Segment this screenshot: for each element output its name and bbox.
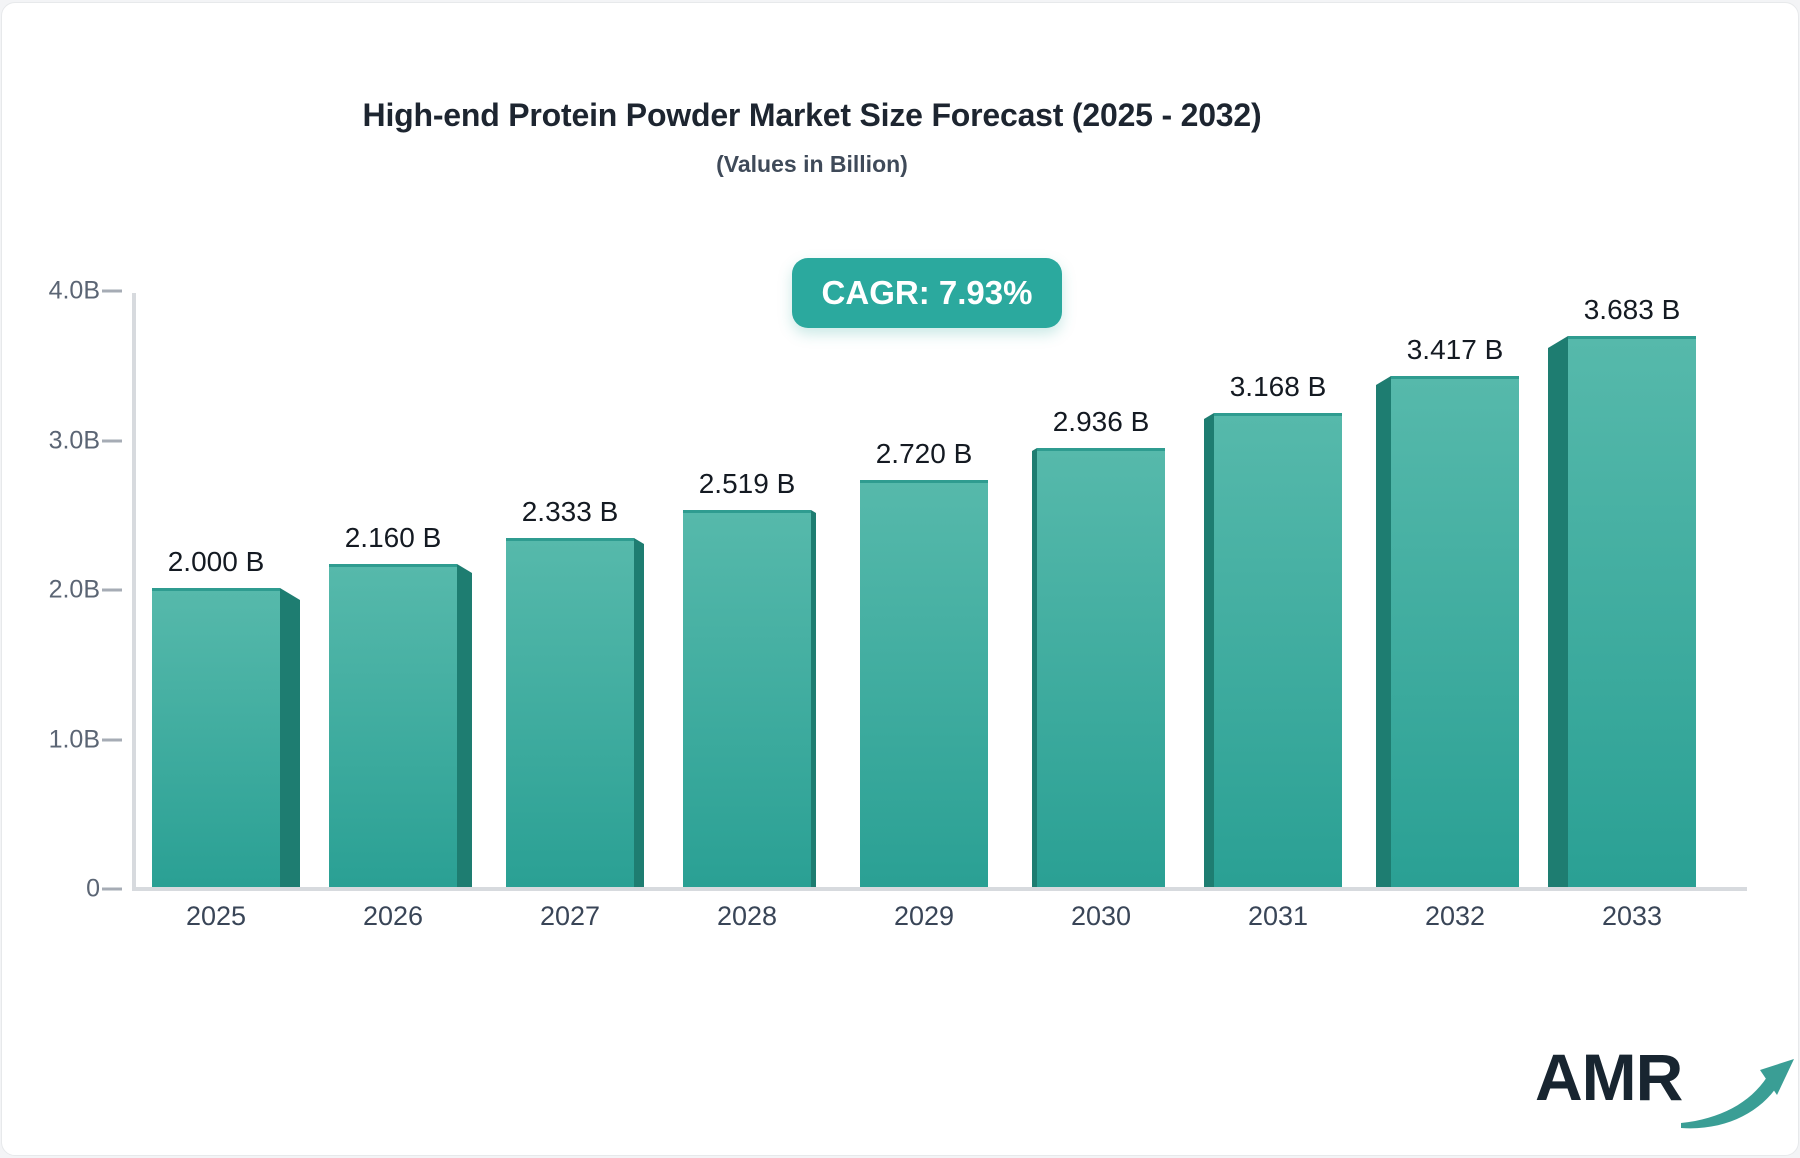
bar-value-label: 3.168 B (1229, 371, 1327, 402)
bar-side-face (1204, 413, 1214, 887)
x-axis-label: 2032 (1424, 901, 1486, 931)
chart-subtitle: (Values in Billion) (716, 151, 908, 177)
bar-2030 (1037, 448, 1165, 887)
bar-2032 (1391, 376, 1519, 887)
y-axis-line (132, 293, 136, 891)
bar-side-face (457, 564, 472, 887)
bar-value-label: 2.160 B (344, 522, 442, 553)
bar-side-face (1032, 448, 1037, 887)
bar-side-face (1548, 336, 1568, 887)
bar-side-face (811, 510, 816, 887)
bar-2029 (860, 480, 988, 887)
x-axis-line (132, 887, 1747, 891)
y-axis-tick-label: 3.0B (48, 426, 100, 454)
bar-side-face (634, 538, 644, 887)
x-axis-label: 2030 (1070, 901, 1132, 931)
bar-2026 (329, 564, 457, 887)
amr-logo-text: AMR (1535, 1040, 1683, 1114)
bar-value-label: 2.000 B (167, 546, 265, 577)
cagr-badge: CAGR: 7.93% (792, 258, 1062, 328)
bar-value-label: 2.333 B (521, 496, 619, 527)
x-axis-label: 2026 (362, 901, 424, 931)
bar-value-label: 2.936 B (1052, 406, 1150, 437)
bar-2025 (152, 588, 280, 887)
growth-arrow-icon (1681, 1059, 1794, 1129)
bar-side-face (280, 588, 300, 887)
cagr-badge-label: CAGR: 7.93% (821, 274, 1033, 311)
bar-2027 (506, 538, 634, 887)
y-axis-tick-mark (102, 588, 122, 592)
y-axis-tick-label: 1.0B (48, 725, 100, 753)
amr-logo: AMR (1527, 1031, 1794, 1131)
y-axis-tick-mark (102, 738, 122, 741)
x-axis-label: 2033 (1601, 901, 1663, 931)
bar-value-label: 3.683 B (1583, 294, 1681, 325)
bar-2028 (683, 510, 811, 887)
y-axis-tick-mark (102, 289, 122, 293)
bar-value-label: 3.417 B (1406, 334, 1504, 365)
y-axis-tick-label: 0 (86, 874, 100, 903)
x-axis-label: 2027 (539, 901, 601, 931)
bar-side-face (1376, 376, 1391, 887)
chart-title: High-end Protein Powder Market Size Fore… (362, 97, 1262, 133)
bar-chart: 0 1.0B 2.0B 3.0B 4.0B 2.000 B 2025 2.160 B 2026 2… (2, 3, 1798, 1155)
x-axis-label: 2031 (1247, 901, 1309, 931)
bar-value-label: 2.519 B (698, 468, 796, 499)
y-axis-tick-mark (102, 439, 122, 442)
bar-value-label: 2.720 B (875, 438, 973, 469)
x-axis-label: 2029 (893, 901, 955, 931)
x-axis-label: 2028 (716, 901, 778, 931)
y-axis-tick-label: 2.0B (48, 575, 100, 604)
bar-2031 (1214, 413, 1342, 887)
y-axis-tick-label: 4.0B (48, 276, 100, 305)
y-axis-tick-mark (102, 887, 122, 891)
x-axis-label: 2025 (185, 901, 247, 931)
bar-2033 (1568, 336, 1696, 887)
